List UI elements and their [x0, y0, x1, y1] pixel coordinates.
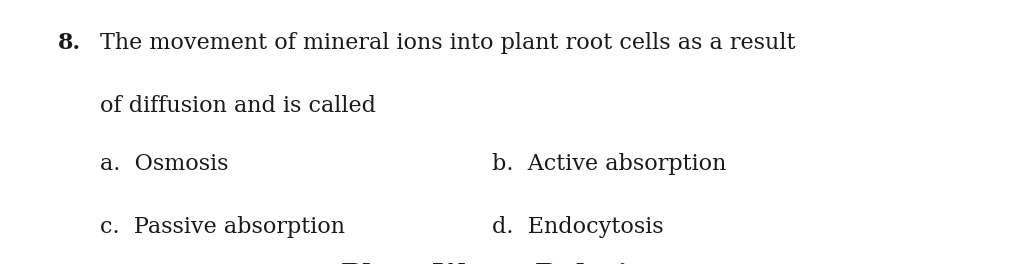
Text: d.  Endocytosis: d. Endocytosis — [492, 216, 664, 238]
Text: c.  Passive absorption: c. Passive absorption — [100, 216, 345, 238]
Text: a.  Osmosis: a. Osmosis — [100, 153, 228, 175]
Text: Plant Water Relations: Plant Water Relations — [341, 263, 683, 264]
Text: 8.: 8. — [58, 32, 82, 54]
Text: b.  Active absorption: b. Active absorption — [492, 153, 726, 175]
Text: The movement of mineral ions into plant root cells as a result: The movement of mineral ions into plant … — [100, 32, 796, 54]
Text: of diffusion and is called: of diffusion and is called — [100, 95, 377, 117]
